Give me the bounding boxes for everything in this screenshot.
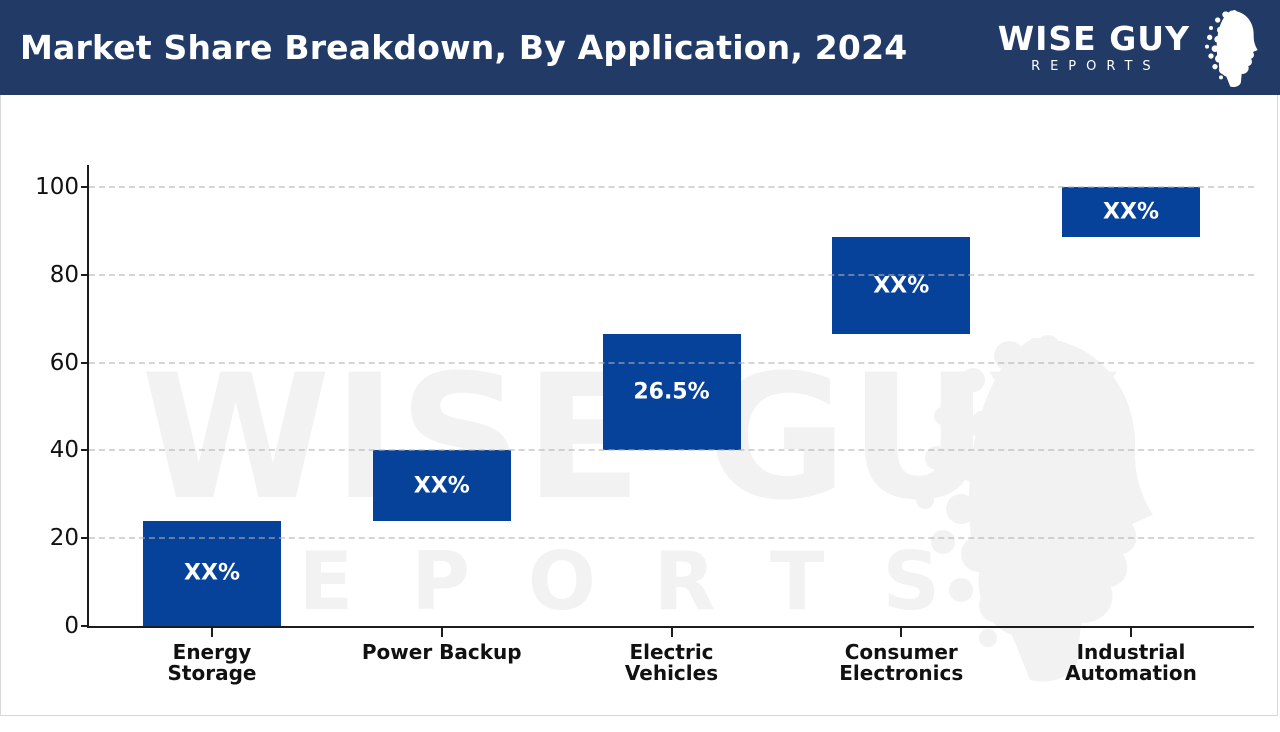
bar-value-label: XX%: [1103, 199, 1159, 225]
logo-subtitle: REPORTS: [1031, 59, 1161, 74]
bar-power-backup: [372, 450, 511, 521]
x-tick-1: [440, 628, 443, 637]
watermark-subtitle: REPORTS: [179, 535, 999, 628]
gridline-100: [89, 186, 1254, 188]
x-tick-3: [900, 628, 903, 637]
bar-value-label: XX%: [873, 273, 930, 299]
x-category-label: Energy Storage: [167, 640, 257, 685]
y-tick-80: [81, 273, 89, 276]
logo-wordmark: WISE GUY: [997, 19, 1190, 58]
page-title: Market Share Breakdown, By Application, …: [20, 28, 908, 67]
y-tick-60: [81, 361, 89, 364]
y-tick-label-0: 0: [64, 613, 79, 639]
x-category-label: Power Backup: [361, 640, 522, 664]
y-tick-label-20: 20: [49, 525, 79, 552]
x-tick-2: [670, 628, 673, 637]
bar-value-label: XX%: [184, 560, 240, 586]
gridline-20: [89, 537, 1254, 540]
logo-head-icon: [1205, 9, 1258, 87]
y-tick-0: [81, 625, 89, 627]
y-tick-label-60: 60: [49, 349, 79, 376]
chart-area: WISE GUY REPORTS 0 20 40 60 80 100 XX% Energy S…: [0, 95, 1278, 716]
logo-text: WISE GUY REPORTS: [998, 22, 1190, 73]
watermark-head-icon: [916, 335, 1153, 682]
y-tick-label-40: 40: [49, 437, 79, 464]
y-axis-spine: [87, 165, 89, 628]
x-tick-4: [1130, 628, 1132, 637]
y-tick-label-80: 80: [49, 261, 79, 288]
bar-electric-vehicles: [602, 334, 741, 451]
y-tick-label-100: 100: [35, 174, 79, 200]
x-category-label: Electric Vehicles: [624, 640, 719, 685]
bar-value-label: XX%: [413, 473, 470, 499]
gridline-40: [89, 449, 1254, 452]
y-tick-40: [81, 449, 89, 452]
x-axis-spine: [87, 626, 1254, 628]
x-category-label: Consumer Electronics: [839, 640, 964, 685]
y-tick-100: [81, 186, 89, 188]
bar-industrial-automation: [1062, 187, 1200, 238]
wise-guy-logo: WISE GUY REPORTS: [998, 8, 1266, 88]
x-tick-0: [211, 628, 213, 637]
bar-consumer-electronics: [832, 237, 971, 335]
bar-value-label: 26.5%: [633, 379, 710, 405]
x-category-label: Industrial Automation: [1065, 640, 1197, 685]
gridline-60: [89, 361, 1254, 364]
y-tick-20: [81, 537, 89, 540]
gridline-80: [89, 273, 1254, 276]
header-bar: Market Share Breakdown, By Application, …: [0, 0, 1280, 95]
